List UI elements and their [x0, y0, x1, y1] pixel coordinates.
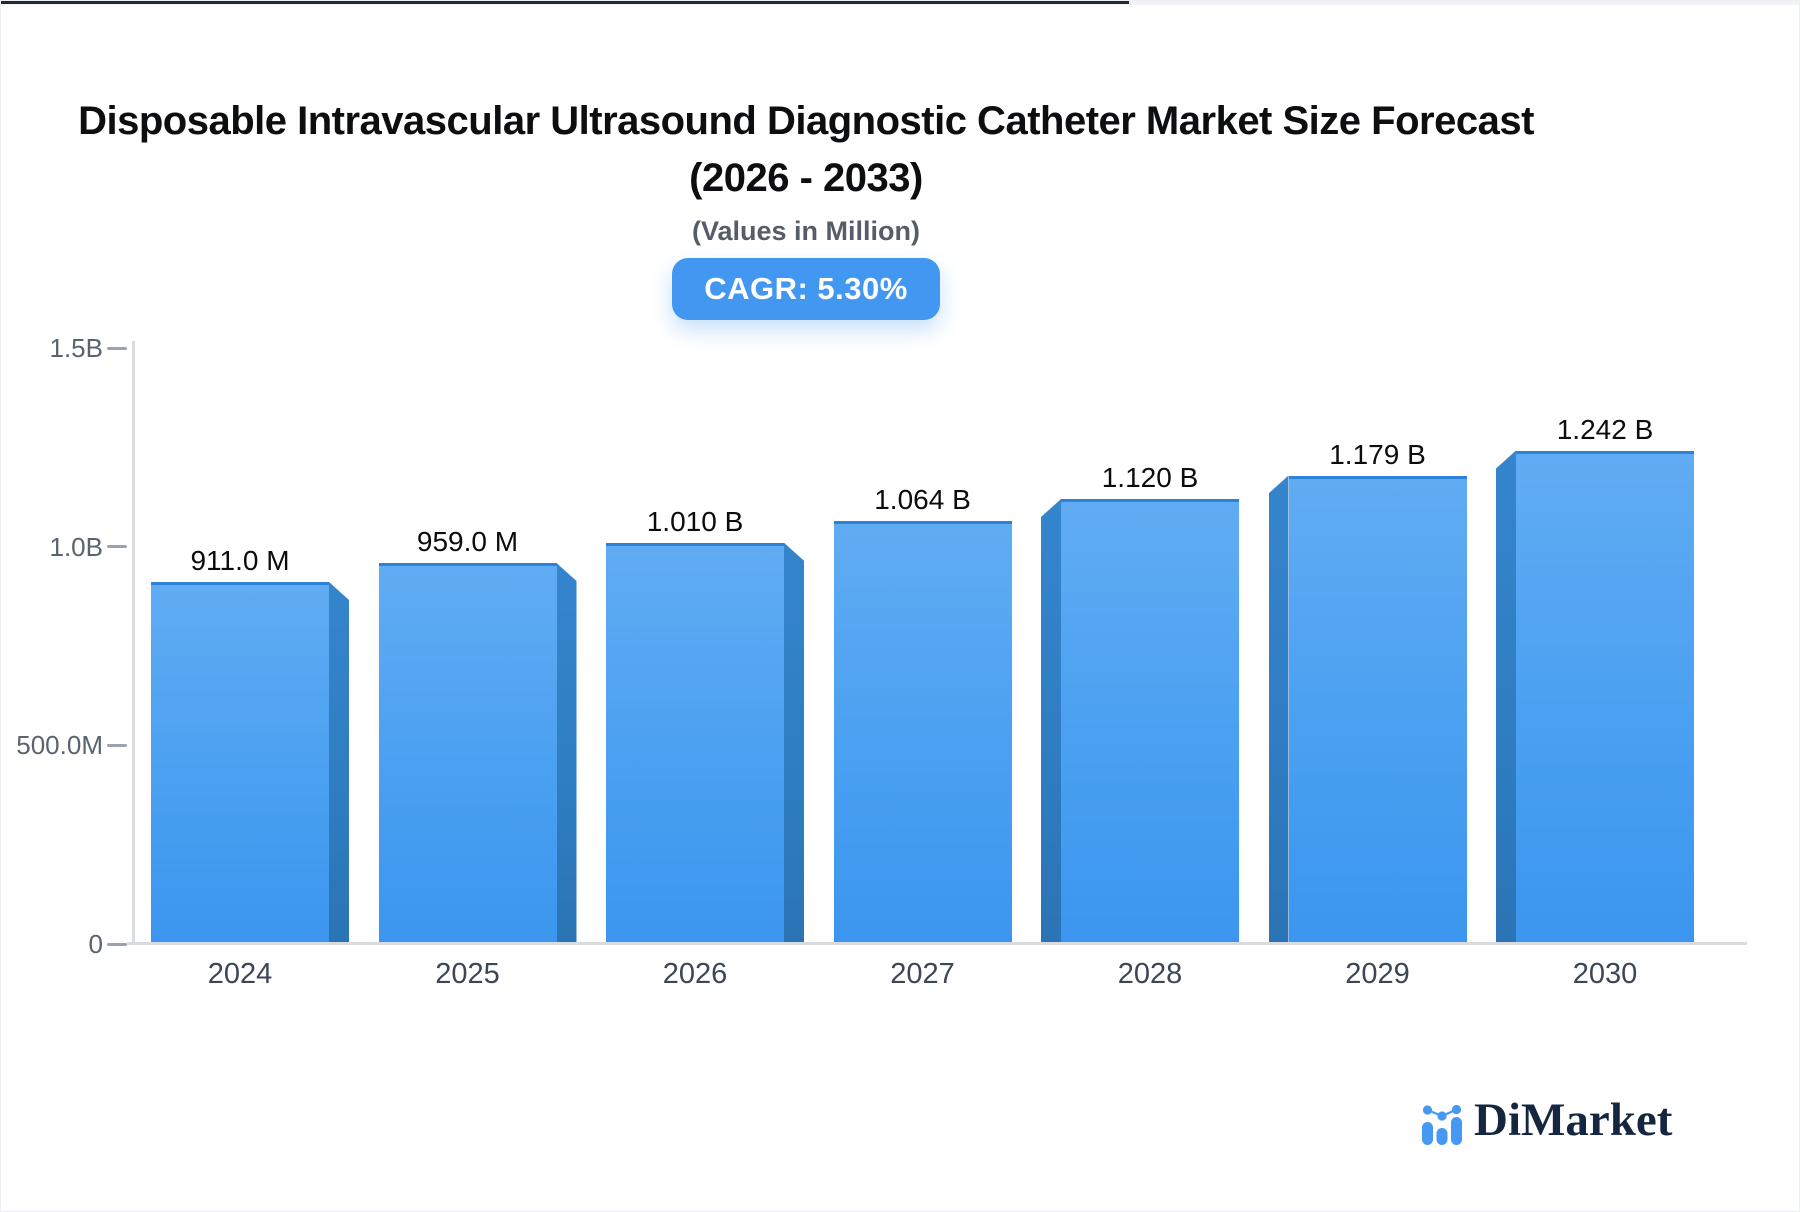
bar-side-face — [329, 582, 349, 944]
bar-side-face — [1268, 475, 1289, 944]
y-axis-tick-mark — [107, 743, 127, 747]
bar-side-face — [784, 542, 804, 944]
x-axis-label: 2030 — [1572, 958, 1638, 990]
y-axis-tick-label: 1.5B — [49, 333, 104, 363]
bar-2026[interactable] — [606, 542, 784, 944]
bar-value-label: 1.010 B — [646, 505, 744, 537]
bar-2030[interactable] — [1516, 450, 1694, 944]
bar-2029[interactable] — [1288, 475, 1467, 944]
chart-title-line2: (2026 - 2033) — [689, 156, 923, 200]
bar-value-label: 1.179 B — [1329, 438, 1426, 470]
x-axis-label: 2025 — [435, 958, 500, 990]
y-axis-line — [131, 341, 135, 944]
x-axis-label: 2028 — [1117, 958, 1183, 990]
mini-bar-chart-icon — [1422, 1104, 1462, 1145]
x-axis-line — [127, 942, 1747, 945]
y-axis-tick-mark — [107, 545, 127, 549]
y-axis-tick-label: 1.0B — [49, 531, 104, 562]
bar-2027[interactable] — [833, 521, 1012, 944]
bar-2028[interactable] — [1061, 498, 1239, 944]
bar-side-face — [1496, 450, 1516, 944]
y-axis-tick-label: 0 — [88, 929, 103, 959]
bar-2025[interactable] — [378, 562, 557, 944]
x-axis-label: 2029 — [1345, 958, 1410, 990]
bar-side-face — [556, 562, 577, 944]
x-axis-label: 2027 — [890, 958, 955, 990]
logo-text: DiMarket — [1474, 1094, 1673, 1146]
x-axis-label: 2024 — [207, 958, 273, 990]
bar-2024[interactable] — [151, 582, 329, 944]
chart-subtitle: (Values in Million) — [691, 216, 921, 246]
bar-value-label: 959.0 M — [416, 525, 519, 557]
bar-side-face — [1041, 498, 1061, 944]
top-dark-line — [1, 1, 1129, 4]
cagr-badge: CAGR: 5.30% — [672, 258, 940, 320]
chart-title-line1: Disposable Intravascular Ultrasound Diag… — [78, 99, 1534, 143]
y-axis-tick-mark — [107, 942, 127, 946]
bar-value-label: 1.120 B — [1101, 461, 1199, 493]
y-axis-tick-mark — [107, 346, 127, 350]
dimarket-logo: DiMarket — [1422, 1095, 1672, 1145]
y-axis-tick-label: 500.0M — [16, 730, 103, 761]
heading-block: Disposable Intravascular Ultrasound Diag… — [1, 93, 1611, 320]
bar-value-label: 1.242 B — [1556, 413, 1654, 445]
bar-value-label: 1.064 B — [874, 484, 971, 516]
x-axis-label: 2026 — [662, 958, 728, 990]
bar-value-label: 911.0 M — [190, 545, 290, 577]
